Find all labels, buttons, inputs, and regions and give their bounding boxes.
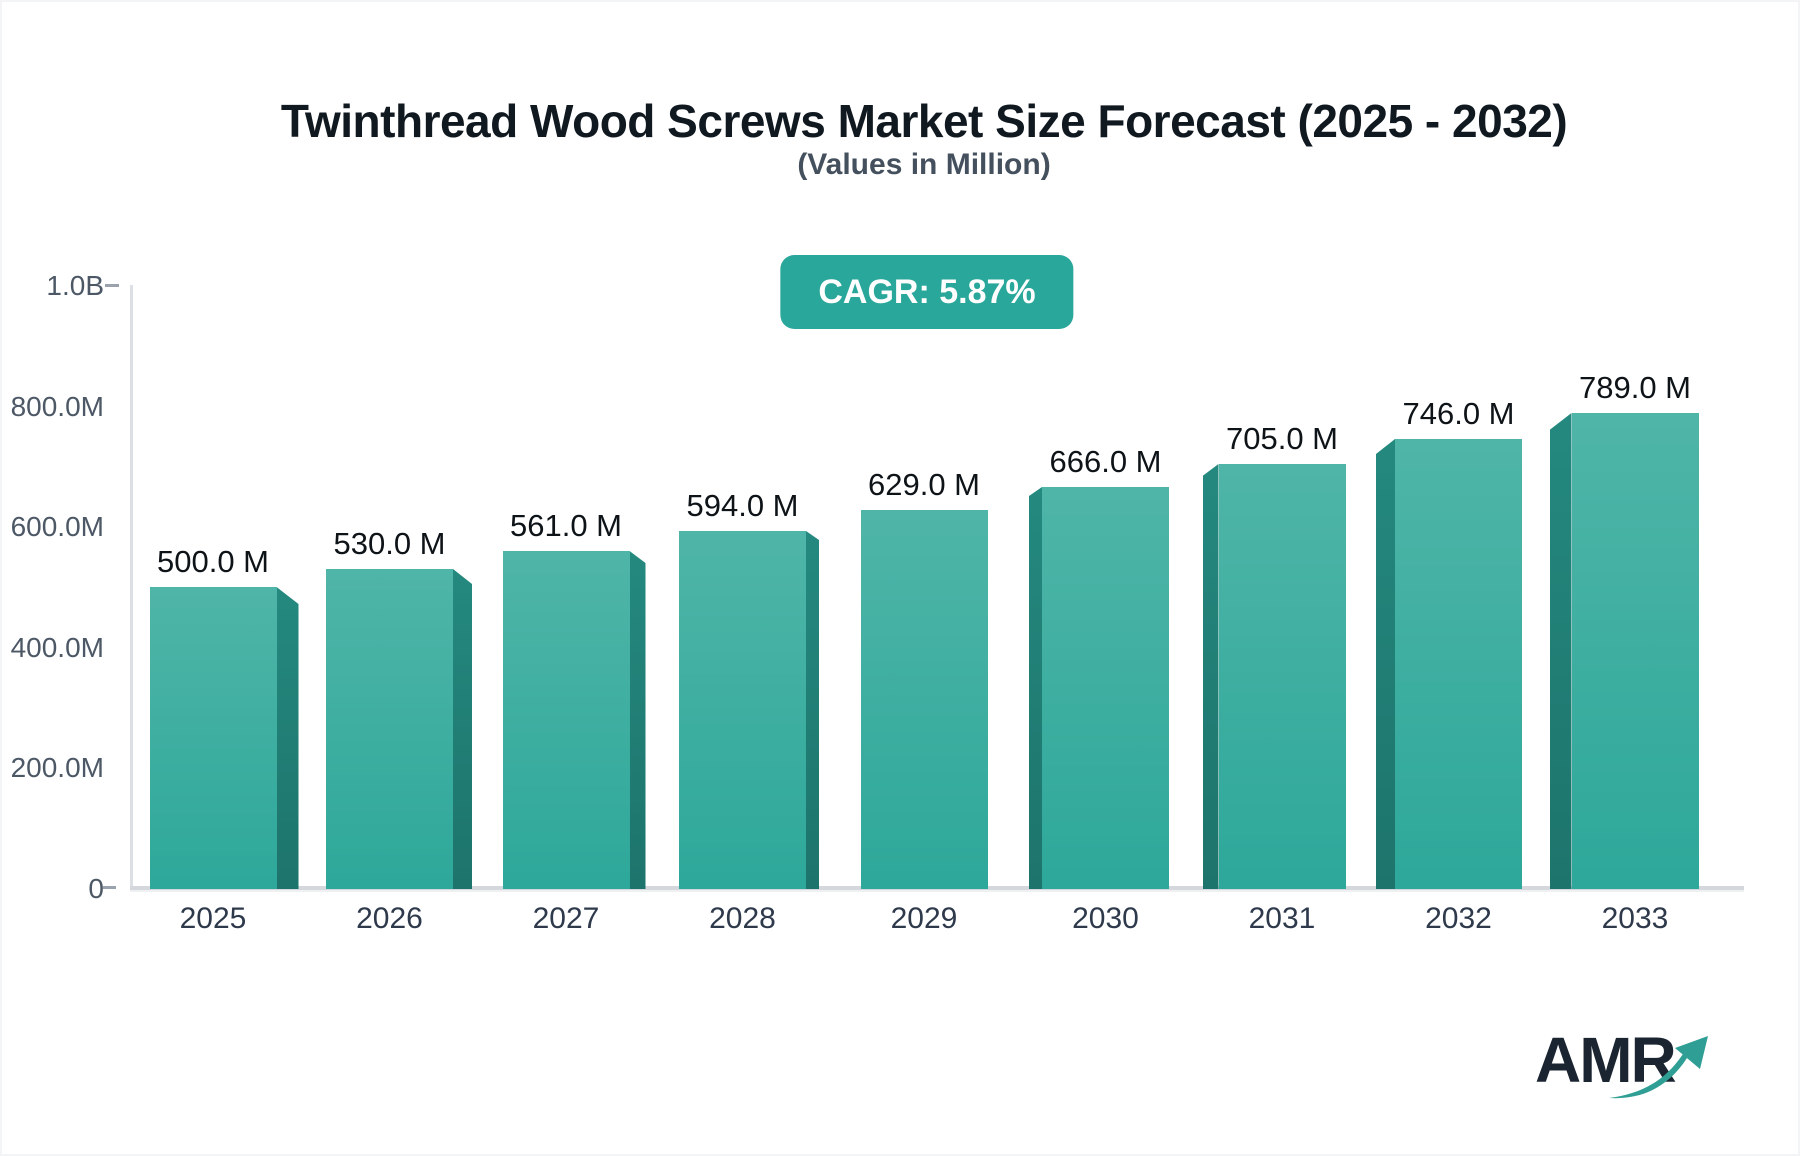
chart-subtitle: (Values in Million) <box>797 148 1051 181</box>
bar-2026 <box>326 569 453 889</box>
x-axis-label: 2026 <box>356 902 423 935</box>
bar-value-label: 561.0 M <box>509 508 622 543</box>
bar-2033 <box>1571 413 1699 889</box>
chart-title: Twinthread Wood Screws Market Size Forec… <box>280 95 1568 147</box>
x-axis-label: 2027 <box>532 902 600 935</box>
x-axis-label: 2031 <box>1248 902 1316 935</box>
bar-side-2032 <box>1376 439 1395 889</box>
y-tick-top <box>105 284 119 287</box>
bar-side-2025 <box>276 587 299 889</box>
y-axis-label: 400.0M <box>10 631 104 663</box>
y-axis-label: 0 <box>88 873 104 904</box>
bar-2030 <box>1042 487 1169 889</box>
x-axis-label: 2028 <box>709 902 776 935</box>
y-axis-label: 200.0M <box>10 752 104 784</box>
bar-2032 <box>1395 439 1522 889</box>
bar-side-2030 <box>1029 487 1042 889</box>
bar-value-label: 530.0 M <box>333 526 446 561</box>
bar-value-label: 705.0 M <box>1225 421 1338 456</box>
bar-value-label: 629.0 M <box>867 467 980 502</box>
x-axis-label: 2033 <box>1601 902 1669 935</box>
bar-2031 <box>1218 464 1346 889</box>
bar-value-label: 746.0 M <box>1402 396 1515 431</box>
bar-2028 <box>679 531 806 889</box>
bar-value-label: 500.0 M <box>156 544 269 579</box>
bar-value-label: 594.0 M <box>686 488 799 523</box>
bar-2025 <box>149 587 277 889</box>
x-axis-label: 2025 <box>179 902 247 935</box>
bar-side-2027 <box>629 551 646 889</box>
amr-logo: AMR <box>1535 1028 1715 1118</box>
x-axis-label: 2032 <box>1425 902 1492 935</box>
bar-value-label: 666.0 M <box>1049 444 1162 479</box>
y-axis-label: 1.0B <box>46 270 104 301</box>
y-axis-label: 800.0M <box>10 390 104 422</box>
bar-side-2026 <box>453 569 472 889</box>
bar-2027 <box>502 551 630 889</box>
amr-logo-text: AMR <box>1535 1024 1677 1096</box>
bar-side-2033 <box>1549 413 1572 889</box>
x-axis-label: 2029 <box>890 902 958 935</box>
bar-value-label: 789.0 M <box>1578 370 1691 405</box>
cagr-badge: CAGR: 5.87% <box>780 255 1074 329</box>
y-tick-zero <box>103 886 116 889</box>
bar-side-2028 <box>806 531 819 889</box>
y-axis-line <box>130 285 133 889</box>
bar-2029 <box>860 510 988 889</box>
bar-side-2031 <box>1202 464 1219 889</box>
growth-arrow-icon <box>1609 1036 1708 1099</box>
y-axis-label: 600.0M <box>10 511 104 543</box>
x-axis-label: 2030 <box>1072 902 1139 935</box>
